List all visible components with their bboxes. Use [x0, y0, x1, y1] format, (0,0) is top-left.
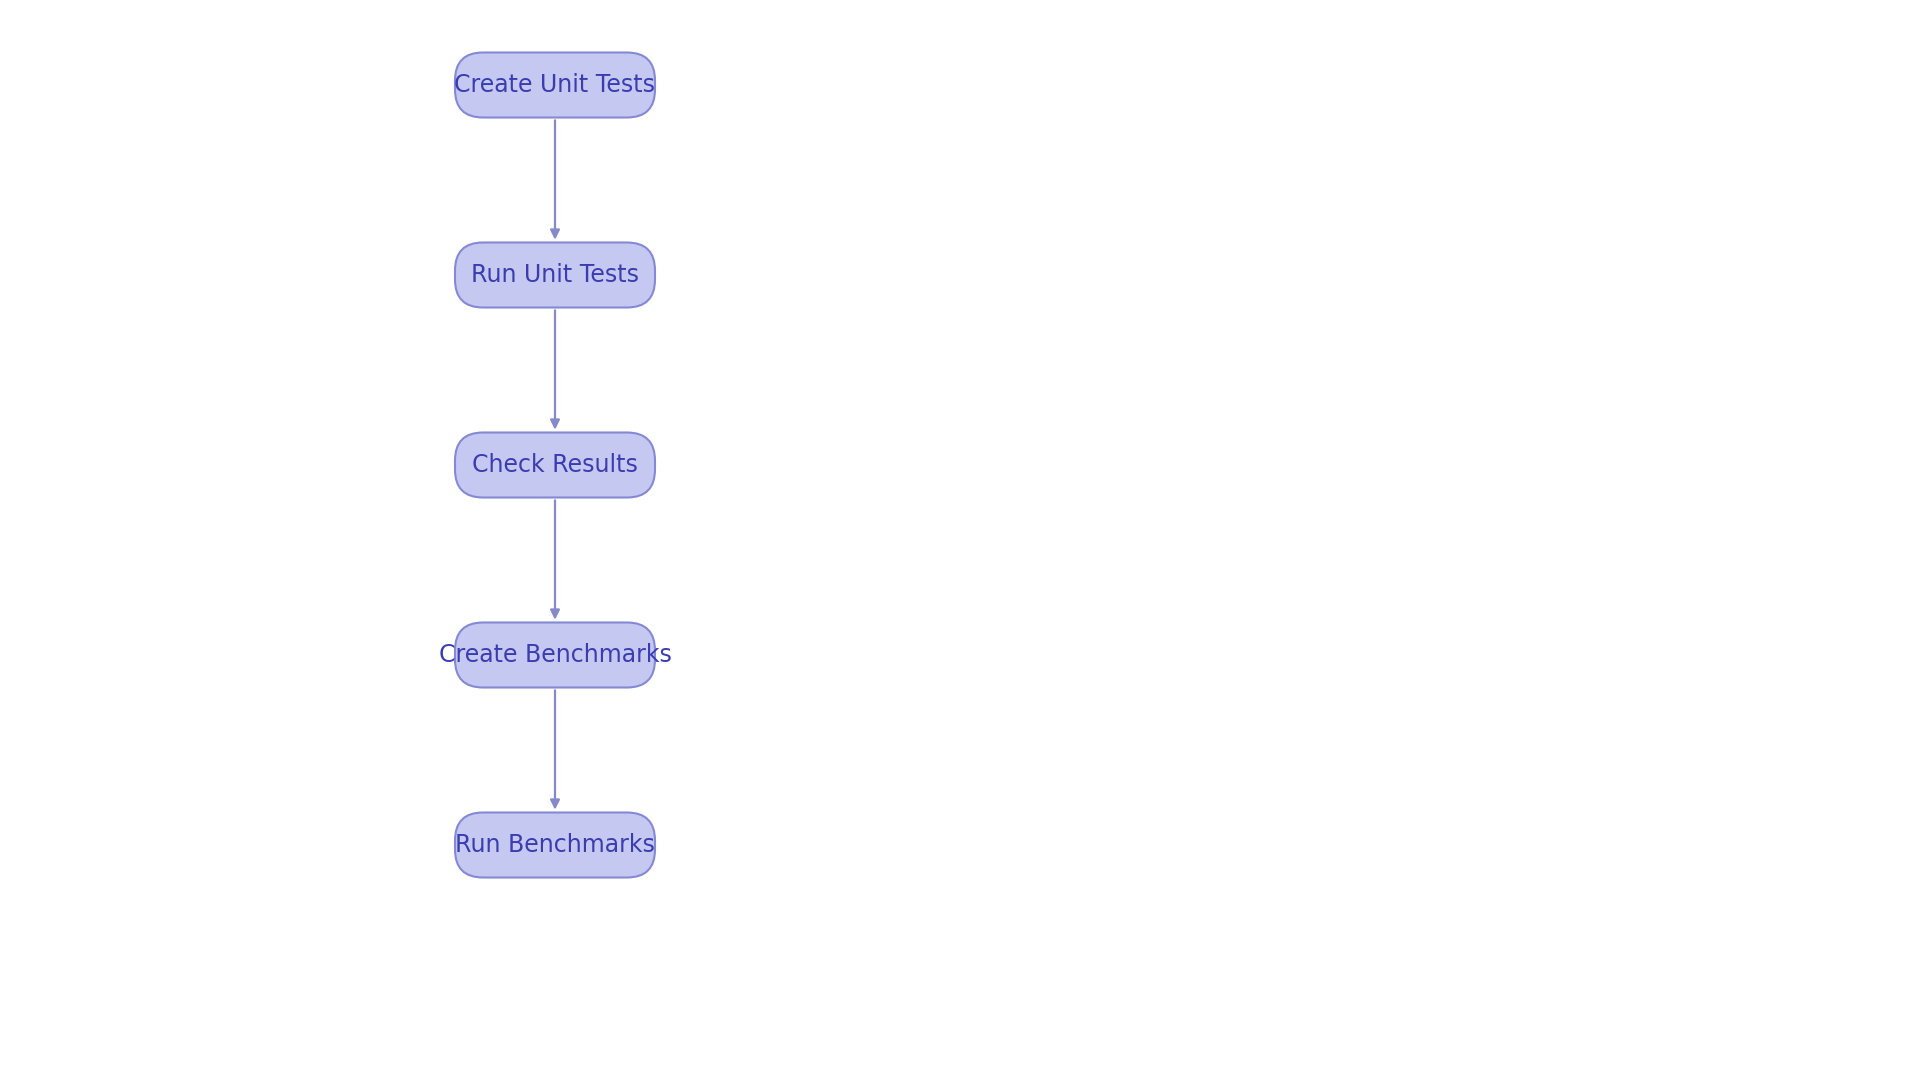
FancyBboxPatch shape [455, 52, 655, 117]
FancyBboxPatch shape [455, 812, 655, 877]
FancyBboxPatch shape [455, 243, 655, 308]
Text: Check Results: Check Results [472, 453, 637, 477]
FancyBboxPatch shape [455, 432, 655, 497]
FancyBboxPatch shape [455, 623, 655, 688]
Text: Run Benchmarks: Run Benchmarks [455, 833, 655, 857]
Text: Run Unit Tests: Run Unit Tests [470, 263, 639, 287]
Text: Create Benchmarks: Create Benchmarks [438, 643, 672, 667]
Text: Create Unit Tests: Create Unit Tests [455, 73, 655, 97]
